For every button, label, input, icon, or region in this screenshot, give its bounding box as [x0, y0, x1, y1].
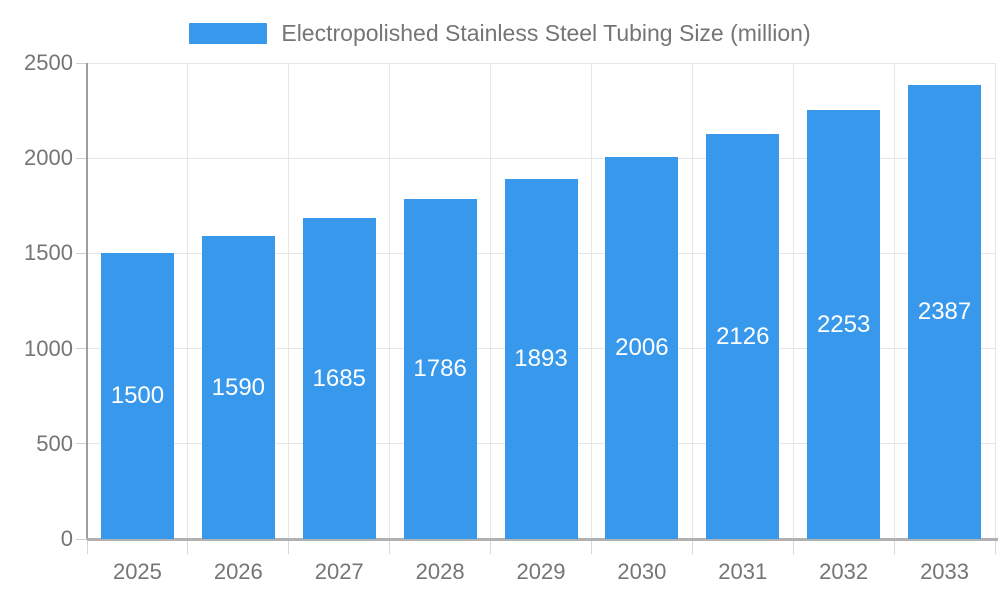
bar-value-label: 1786 — [413, 354, 467, 382]
x-axis-label: 2025 — [112, 559, 162, 584]
y-tick — [76, 252, 87, 254]
y-axis-label: 2500 — [24, 50, 73, 75]
v-gridline — [792, 63, 794, 539]
x-tick — [187, 539, 189, 554]
bar: 1500 — [100, 253, 174, 539]
y-axis-line — [86, 63, 88, 539]
x-axis-label: 2033 — [920, 559, 970, 584]
bar-value-label: 2253 — [816, 310, 871, 338]
x-tick — [792, 539, 794, 554]
bar-value-label: 1500 — [110, 382, 165, 410]
y-axis-label: 500 — [36, 430, 73, 456]
y-axis-label: 1000 — [24, 335, 73, 361]
legend-swatch — [189, 22, 268, 44]
x-tick — [590, 539, 592, 554]
x-axis-label: 2030 — [617, 559, 667, 584]
v-gridline — [590, 63, 592, 539]
x-axis-label: 2031 — [718, 559, 768, 584]
y-tick — [76, 157, 87, 159]
legend-label: Electropolished Stainless Steel Tubing S… — [281, 19, 811, 46]
bar: 2387 — [908, 84, 982, 539]
h-gridline — [87, 62, 995, 64]
bar-value-label: 2387 — [917, 297, 972, 325]
y-axis-label: 2000 — [24, 145, 73, 171]
bar: 1893 — [504, 178, 578, 539]
x-tick — [389, 539, 391, 554]
x-tick — [994, 539, 996, 554]
bar-value-label: 1893 — [514, 344, 568, 372]
x-tick — [490, 539, 492, 554]
y-axis-label: 1500 — [24, 240, 73, 266]
v-gridline — [893, 63, 895, 539]
x-axis-label: 2026 — [213, 559, 263, 584]
bar-value-label: 1685 — [312, 364, 366, 392]
bar: 2253 — [807, 110, 881, 539]
bar: 2126 — [706, 134, 780, 539]
bar: 2006 — [605, 157, 679, 539]
v-gridline — [490, 63, 492, 539]
x-tick — [288, 539, 290, 554]
x-baseline — [87, 538, 998, 541]
x-axis-label: 2029 — [516, 559, 566, 584]
v-gridline — [187, 63, 189, 539]
x-axis-label: 2032 — [819, 559, 869, 584]
bar-value-label: 2126 — [716, 322, 770, 350]
y-tick — [76, 443, 87, 445]
chart-legend: Electropolished Stainless Steel Tubing S… — [0, 20, 1000, 46]
y-tick — [76, 538, 87, 540]
y-axis-label: 0 — [60, 526, 73, 551]
bar: 1685 — [302, 218, 376, 539]
x-tick — [86, 539, 88, 554]
v-gridline — [389, 63, 391, 539]
v-gridline — [994, 63, 996, 539]
x-tick — [691, 539, 693, 554]
v-gridline — [288, 63, 290, 539]
bar-value-label: 1590 — [211, 373, 266, 401]
y-tick — [76, 62, 87, 64]
x-axis-label: 2027 — [314, 559, 364, 584]
x-axis-label: 2028 — [415, 559, 465, 584]
x-tick — [893, 539, 895, 554]
bar: 1786 — [403, 198, 477, 539]
v-gridline — [691, 63, 693, 539]
bar-value-label: 2006 — [615, 334, 669, 362]
bar: 1590 — [201, 236, 275, 539]
h-gridline — [87, 157, 995, 159]
y-tick — [76, 348, 87, 350]
